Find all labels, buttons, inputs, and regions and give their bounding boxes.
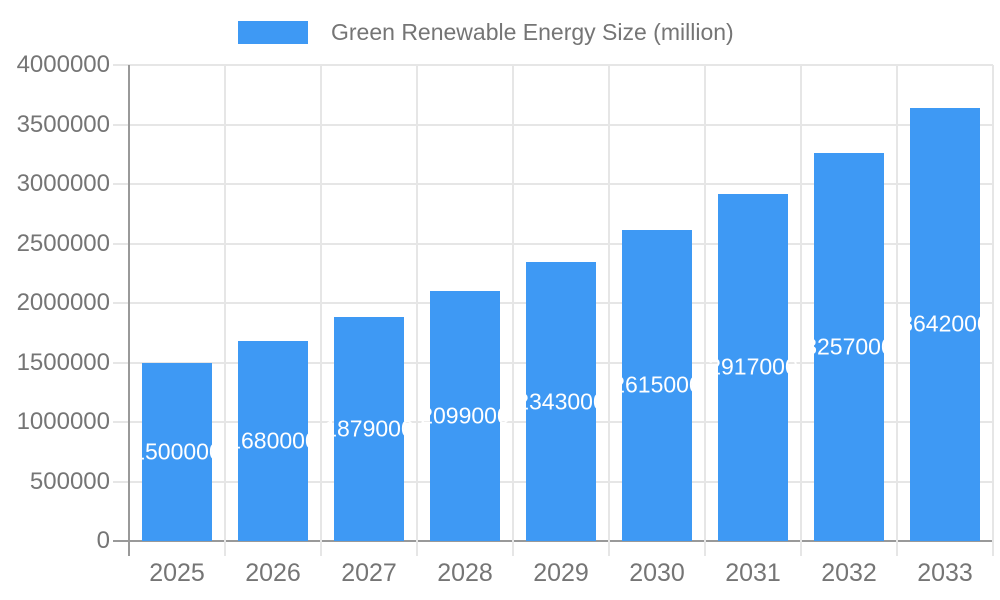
legend-swatch bbox=[238, 21, 308, 44]
legend-label: Green Renewable Energy Size (million) bbox=[331, 19, 734, 45]
x-axis-tick-label: 2030 bbox=[629, 559, 685, 587]
bar-2025[interactable] bbox=[142, 362, 212, 541]
v-gridline bbox=[512, 65, 514, 556]
y-axis-tick-label: 500000 bbox=[29, 467, 110, 495]
v-gridline bbox=[992, 65, 994, 556]
h-gridline bbox=[113, 183, 993, 185]
bar-2026[interactable] bbox=[238, 341, 308, 541]
v-gridline bbox=[704, 65, 706, 556]
v-gridline bbox=[896, 65, 898, 556]
x-axis-tick-label: 2028 bbox=[437, 559, 493, 587]
x-axis-tick-label: 2033 bbox=[917, 559, 973, 587]
y-axis-tick-label: 4000000 bbox=[16, 51, 110, 78]
v-gridline bbox=[224, 65, 226, 556]
y-axis-line bbox=[128, 65, 130, 556]
y-axis-tick-label: 3000000 bbox=[16, 170, 110, 197]
x-axis-tick-label: 2032 bbox=[821, 559, 877, 587]
y-axis-tick-label: 1000000 bbox=[16, 408, 110, 435]
h-gridline bbox=[113, 64, 993, 66]
y-axis-tick-label: 2500000 bbox=[16, 229, 110, 257]
x-axis-tick-label: 2031 bbox=[725, 559, 781, 587]
x-axis-tick-label: 2029 bbox=[533, 559, 589, 587]
v-gridline bbox=[416, 65, 418, 556]
v-gridline bbox=[320, 65, 322, 556]
bar-2030[interactable] bbox=[622, 229, 692, 541]
y-axis-tick-label: 2000000 bbox=[16, 289, 110, 316]
bar-2029[interactable] bbox=[526, 262, 596, 541]
bar-2031[interactable] bbox=[718, 193, 788, 541]
x-axis-tick-label: 2025 bbox=[149, 559, 205, 587]
y-axis-tick-label: 0 bbox=[96, 527, 110, 554]
bar-2027[interactable] bbox=[334, 317, 404, 541]
x-axis-tick-label: 2026 bbox=[245, 559, 301, 587]
bar-2032[interactable] bbox=[814, 153, 884, 541]
y-axis-tick-label: 1500000 bbox=[16, 348, 110, 376]
v-gridline bbox=[608, 65, 610, 556]
v-gridline bbox=[800, 65, 802, 556]
bar-2028[interactable] bbox=[430, 291, 500, 541]
h-gridline bbox=[113, 242, 993, 245]
legend-item[interactable]: Green Renewable Energy Size (million) bbox=[238, 21, 734, 44]
bar-2033[interactable] bbox=[910, 107, 980, 541]
h-gridline bbox=[113, 123, 993, 126]
y-axis-tick-label: 3500000 bbox=[16, 110, 110, 138]
x-axis-baseline bbox=[113, 540, 993, 542]
x-axis-tick-label: 2027 bbox=[341, 559, 397, 587]
